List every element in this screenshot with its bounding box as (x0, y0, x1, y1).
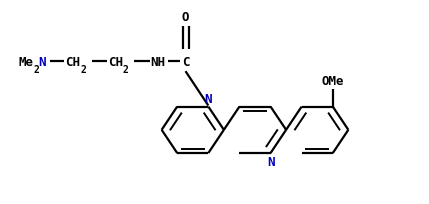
Text: O: O (182, 11, 189, 24)
Text: 2: 2 (33, 65, 39, 75)
Text: CH: CH (108, 55, 123, 68)
Text: N: N (267, 155, 274, 168)
Text: 2: 2 (80, 65, 86, 75)
Text: N: N (205, 92, 212, 105)
Text: Me: Me (18, 55, 33, 68)
Text: N: N (38, 55, 45, 68)
Text: NH: NH (151, 55, 166, 68)
Text: 2: 2 (123, 65, 128, 75)
Text: OMe: OMe (321, 74, 344, 87)
Text: C: C (182, 55, 189, 68)
Text: CH: CH (66, 55, 81, 68)
